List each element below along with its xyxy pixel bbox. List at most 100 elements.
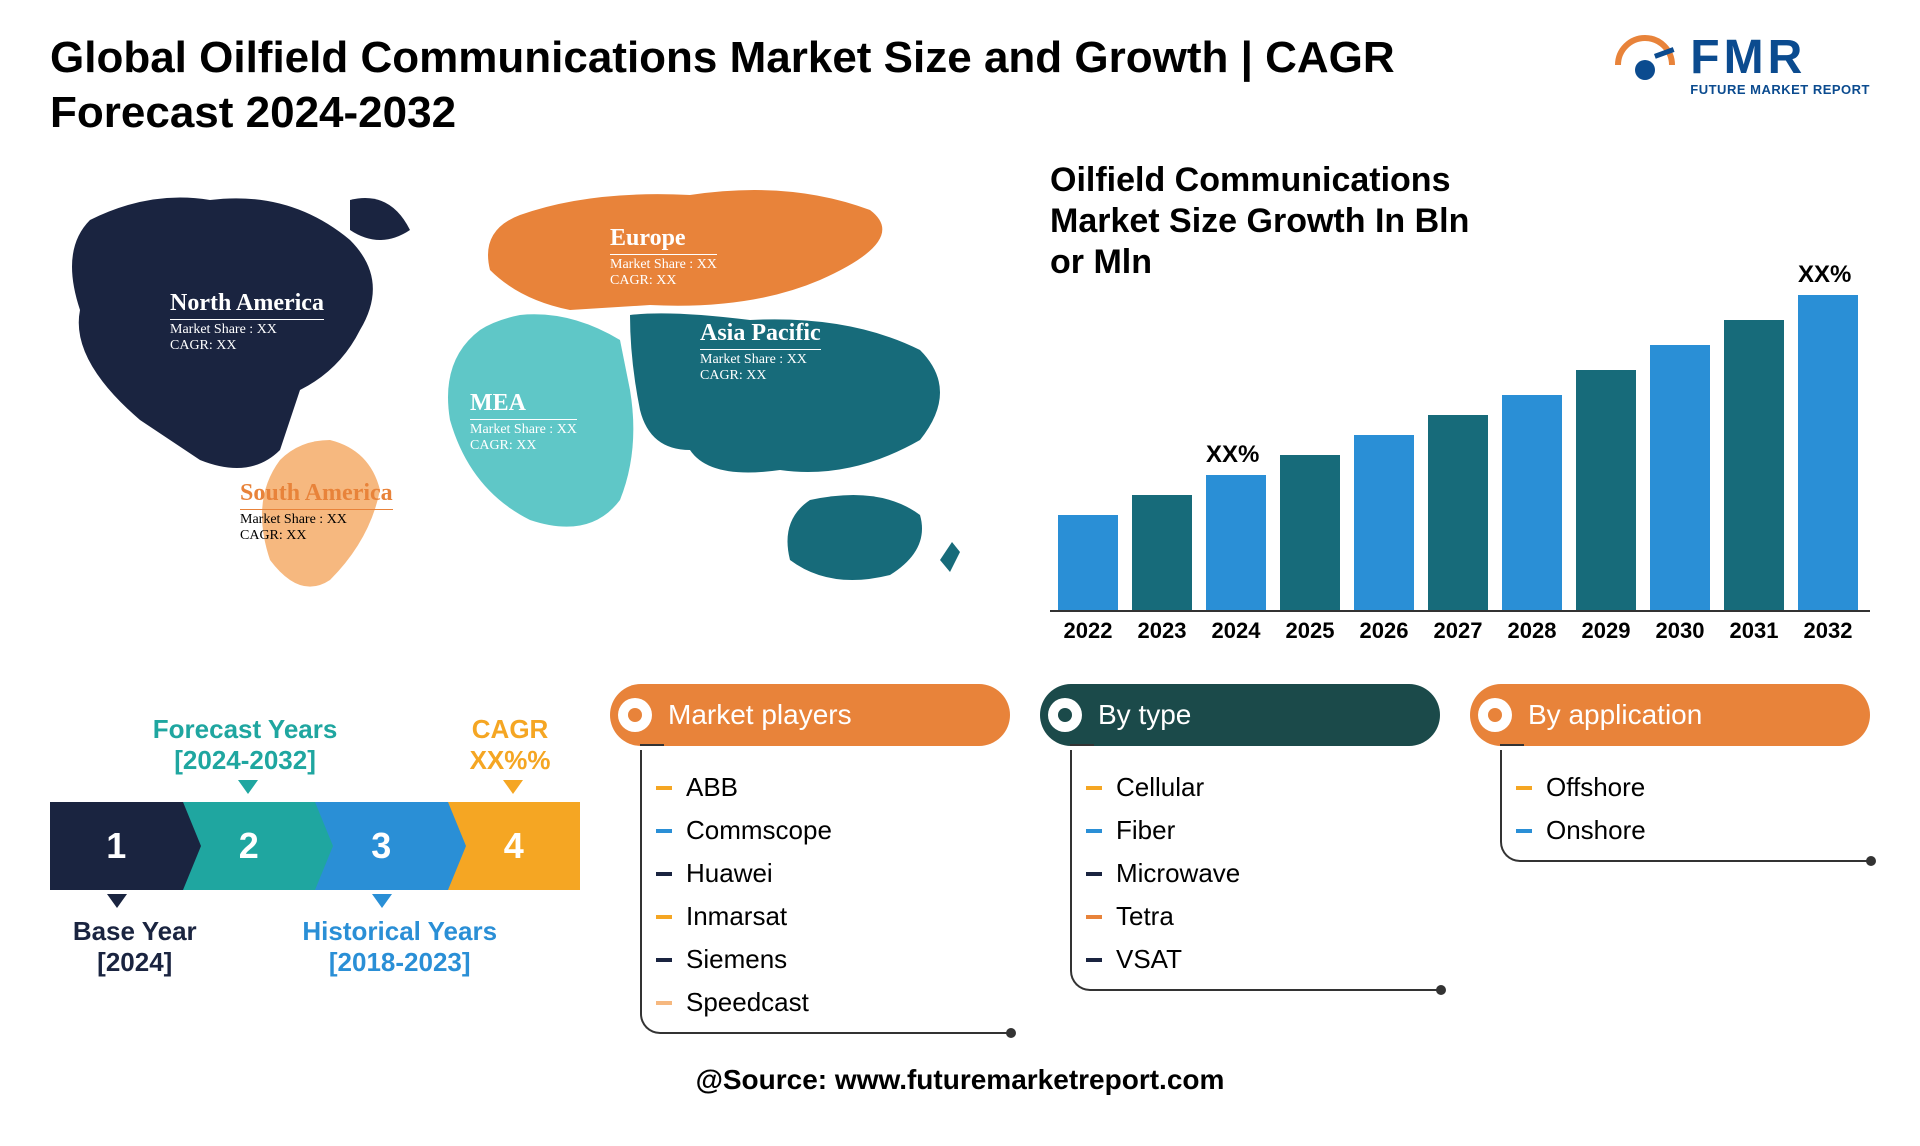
section-title: By type [1098,699,1191,731]
section-title: By application [1528,699,1702,731]
bar-rect [1724,320,1784,610]
list-item-text: Speedcast [686,987,809,1018]
list-item-text: Cellular [1116,772,1204,803]
list-item-text: ABB [686,772,738,803]
world-map-region-chart: North AmericaMarket Share : XXCAGR: XX So… [50,160,1010,600]
timeline-segment-2: 2 [183,802,316,890]
bar-year-label: 2023 [1132,618,1192,644]
region-cagr: CAGR: XX [700,368,821,384]
bar-rect [1428,415,1488,610]
market-size-bar-chart: Oilfield Communications Market Size Grow… [1050,160,1870,644]
bar-rect [1354,435,1414,610]
section-bracket: Offshore Onshore [1500,750,1870,862]
list-item: Inmarsat [642,895,1010,938]
section-pill: By application [1470,684,1870,746]
region-market-share: Market Share : XX [170,322,324,338]
arrow-down-icon [503,780,523,794]
bar-2032 [1798,295,1858,610]
list-item-text: Inmarsat [686,901,787,932]
section-bracket: ABBCommscopeHuaweiInmarsatSiemensSpeedca… [640,750,1010,1034]
list-item: Onshore [1502,809,1870,852]
list-item: Fiber [1072,809,1440,852]
tick-icon [1516,786,1532,790]
bar-year-label: 2031 [1724,618,1784,644]
bar-rect [1650,345,1710,610]
bar-2031 [1724,320,1784,610]
region-market-share: Market Share : XX [610,257,717,273]
tick-icon [656,786,672,790]
region-cagr: CAGR: XX [470,438,577,454]
region-label-sa: South America Market Share : XXCAGR: XX [240,480,393,544]
timeline-segment-1: 1 [50,802,183,890]
bar-2030 [1650,345,1710,610]
region-market-share: Market Share : XX [240,512,393,528]
logo-sub-text: FUTURE MARKET REPORT [1690,82,1870,97]
pill-dot-icon [618,698,652,732]
tick-icon [1086,958,1102,962]
timeline-segment-4: 4 [448,802,581,890]
list-item: Speedcast [642,981,1010,1024]
section-by-type: By typeCellularFiberMicrowaveTetraVSAT [1040,684,1440,1034]
tick-icon [1516,829,1532,833]
bar-year-label: 2022 [1058,618,1118,644]
bar-2022 [1058,515,1118,610]
list-item: Microwave [1072,852,1440,895]
list-item-text: Commscope [686,815,832,846]
tick-icon [656,915,672,919]
list-item-text: Microwave [1116,858,1240,889]
source-attribution: @Source: www.futuremarketreport.com [50,1064,1870,1096]
logo-main-text: FMR [1690,34,1870,82]
list-item: ABB [642,766,1010,809]
list-item-text: Offshore [1546,772,1645,803]
bar-2027 [1428,415,1488,610]
section-pill: Market players [610,684,1010,746]
fmr-logo: FMR FUTURE MARKET REPORT [1610,30,1870,100]
bar-rect [1132,495,1192,610]
bar-year-label: 2028 [1502,618,1562,644]
tick-icon [656,1001,672,1005]
list-item: Tetra [1072,895,1440,938]
region-market-share: Market Share : XX [470,422,577,438]
bar-year-label: 2024 [1206,618,1266,644]
section-by-application: By application Offshore Onshore [1470,684,1870,1034]
tick-icon [1086,786,1102,790]
bar-year-label: 2025 [1280,618,1340,644]
region-cagr: CAGR: XX [240,528,393,544]
fmr-logo-icon [1610,30,1680,100]
list-item-text: Fiber [1116,815,1175,846]
bar-rect [1206,475,1266,610]
region-label-na: North AmericaMarket Share : XXCAGR: XX [170,290,324,354]
region-label-mea: MEAMarket Share : XXCAGR: XX [470,390,577,454]
tl-cagr-label: CAGR XX%% [470,714,551,776]
timeline-segment-3: 3 [315,802,448,890]
arrow-down-icon [107,894,127,908]
tick-icon [656,958,672,962]
region-cagr: CAGR: XX [610,273,717,289]
arrow-down-icon [372,894,392,908]
bar-year-label: 2029 [1576,618,1636,644]
section-title: Market players [668,699,852,731]
bar-rect [1798,295,1858,610]
region-label-eu: EuropeMarket Share : XXCAGR: XX [610,225,717,289]
bar-year-label: 2032 [1798,618,1858,644]
bar-2025 [1280,455,1340,610]
bar-rect [1280,455,1340,610]
region-label-ap: Asia PacificMarket Share : XXCAGR: XX [700,320,821,384]
bar-year-label: 2027 [1428,618,1488,644]
list-item: Commscope [642,809,1010,852]
tl-base-label: Base Year [2024] [73,916,197,978]
list-item: Siemens [642,938,1010,981]
chart-title: Oilfield Communications Market Size Grow… [1050,160,1510,282]
chart-anno-2024: XX% [1206,441,1259,469]
tick-icon [1086,872,1102,876]
region-cagr: CAGR: XX [170,338,324,354]
bar-rect [1502,395,1562,610]
tick-icon [1086,829,1102,833]
page-title: Global Oilfield Communications Market Si… [50,30,1550,140]
tl-forecast-label: Forecast Years [2024-2032] [153,714,338,776]
section-market-players: Market playersABBCommscopeHuaweiInmarsat… [610,684,1010,1034]
bar-rect [1576,370,1636,610]
chart-anno-2032: XX% [1798,261,1851,289]
list-item-text: Tetra [1116,901,1174,932]
region-name: South America [240,480,393,507]
